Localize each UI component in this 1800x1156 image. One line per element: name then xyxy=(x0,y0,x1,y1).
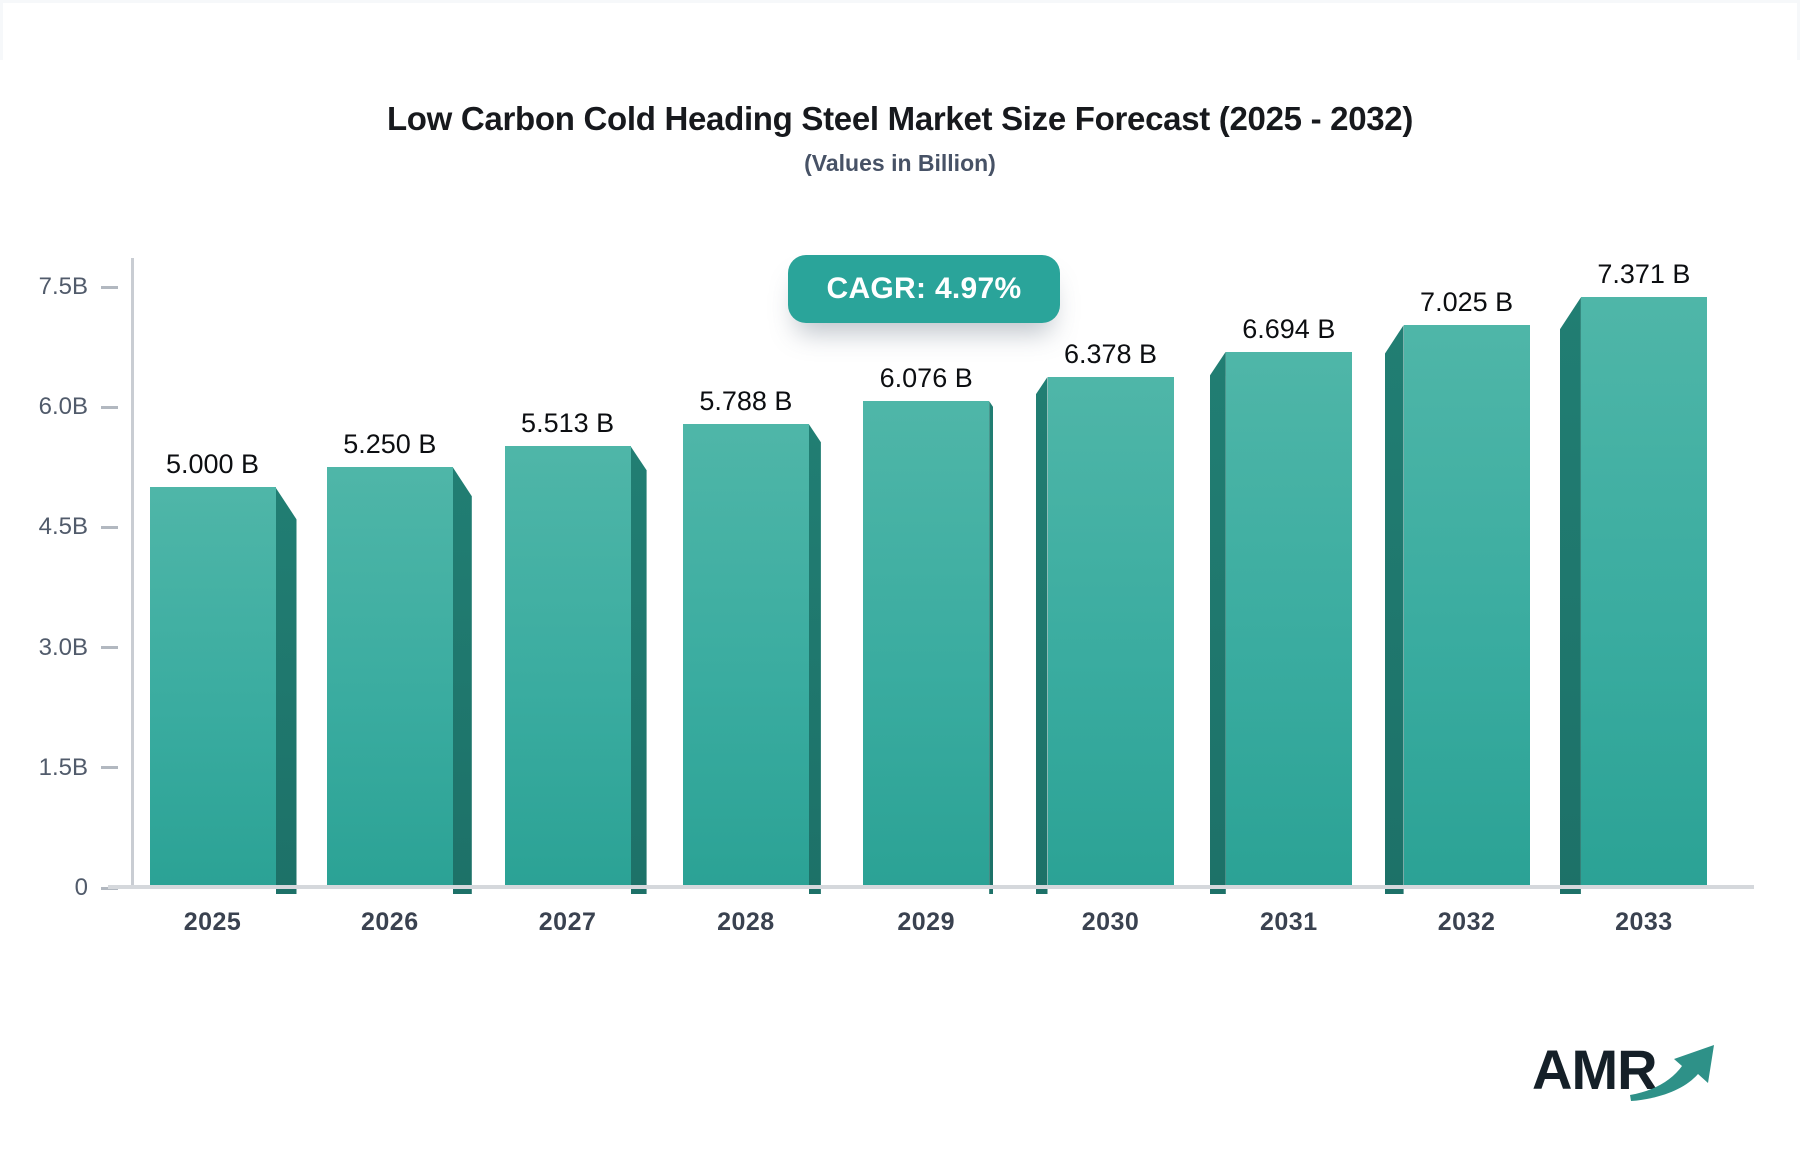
card-left-edge xyxy=(0,0,3,60)
x-tick-label-2025: 2025 xyxy=(183,908,242,936)
bar-value-label-2031: 6.694 B xyxy=(1242,313,1336,344)
x-tick-label-2032: 2032 xyxy=(1437,908,1496,936)
amr-logo: AMR xyxy=(1500,1025,1760,1115)
bar-value-label-2028: 5.788 B xyxy=(699,386,793,417)
bar-value-label-2025: 5.000 B xyxy=(165,449,260,480)
bar-side-face xyxy=(452,467,472,894)
y-tick-mark xyxy=(101,766,118,770)
bar-side-face xyxy=(630,446,647,894)
y-tick-label-7.5B: 7.5B xyxy=(38,273,88,300)
bar-2028: 5.788 B xyxy=(682,386,821,894)
x-tick-label-2027: 2027 xyxy=(538,908,597,936)
y-tick-label-6.0B: 6.0B xyxy=(38,393,88,421)
x-tick-label-2031: 2031 xyxy=(1259,908,1318,936)
bar-side-face xyxy=(808,424,821,894)
bar-2027: 5.513 B xyxy=(504,408,647,894)
bar-side-face xyxy=(275,487,297,894)
bar-2032: 7.025 B xyxy=(1384,287,1530,894)
bar-2025: 5.000 B xyxy=(149,449,297,894)
bar-value-label-2033: 7.371 B xyxy=(1597,259,1691,290)
bar-value-label-2029: 6.076 B xyxy=(879,363,973,394)
x-tick-label-2030: 2030 xyxy=(1081,908,1140,936)
card-top-edge xyxy=(0,0,1800,3)
y-tick-mark xyxy=(101,285,118,289)
bar-side-face xyxy=(1559,297,1581,894)
bar-face xyxy=(1047,376,1174,888)
bar-face xyxy=(863,401,990,888)
x-tick-label-2028: 2028 xyxy=(717,908,775,936)
chart-title: Low Carbon Cold Heading Steel Market Siz… xyxy=(386,100,1414,137)
y-tick-label-4.5B: 4.5B xyxy=(38,513,88,541)
bar-face xyxy=(1580,297,1707,888)
bar-value-label-2032: 7.025 B xyxy=(1420,287,1514,318)
cagr-badge: CAGR: 4.97% xyxy=(788,255,1060,323)
y-tick-label-1.5B: 1.5B xyxy=(38,753,88,781)
bar-face xyxy=(682,424,809,888)
bar-face xyxy=(504,446,631,888)
y-tick-mark xyxy=(101,646,118,650)
x-tick-label-2029: 2029 xyxy=(897,908,955,936)
bar-2033: 7.371 B xyxy=(1559,259,1707,894)
bar-value-label-2030: 6.378 B xyxy=(1063,338,1158,369)
bar-side-face xyxy=(1209,351,1226,894)
bar-value-label-2027: 5.513 B xyxy=(521,408,615,439)
x-tick-label-2026: 2026 xyxy=(360,908,419,936)
bar-2031: 6.694 B xyxy=(1209,314,1352,894)
y-tick-mark xyxy=(101,405,118,409)
bar-value-label-2026: 5.250 B xyxy=(343,429,437,460)
card-right-edge xyxy=(1797,0,1800,60)
amr-logo-text: AMR xyxy=(1532,1038,1658,1101)
growth-arrow-icon xyxy=(1630,1045,1714,1101)
y-tick-mark xyxy=(101,525,118,529)
y-axis-line xyxy=(131,258,134,888)
bar-side-face xyxy=(1384,325,1404,894)
bar-side-face xyxy=(989,401,994,894)
bar-face xyxy=(326,467,453,888)
bar-face xyxy=(1403,325,1530,888)
y-tick-label-0: 0 xyxy=(74,874,88,901)
bar-2026: 5.250 B xyxy=(326,429,472,894)
bar-side-face xyxy=(1035,376,1048,894)
cagr-badge-label: CAGR: 4.97% xyxy=(826,272,1022,305)
bar-face xyxy=(149,487,276,888)
x-tick-label-2033: 2033 xyxy=(1615,908,1673,936)
bar-face xyxy=(1225,351,1352,888)
bar-2029: 6.076 B xyxy=(863,363,994,894)
bar-2030: 6.378 B xyxy=(1035,339,1174,894)
x-axis-line xyxy=(108,885,1754,889)
y-tick-label-3.0B: 3.0B xyxy=(38,633,88,661)
chart-subtitle: (Values in Billion) xyxy=(804,150,996,176)
